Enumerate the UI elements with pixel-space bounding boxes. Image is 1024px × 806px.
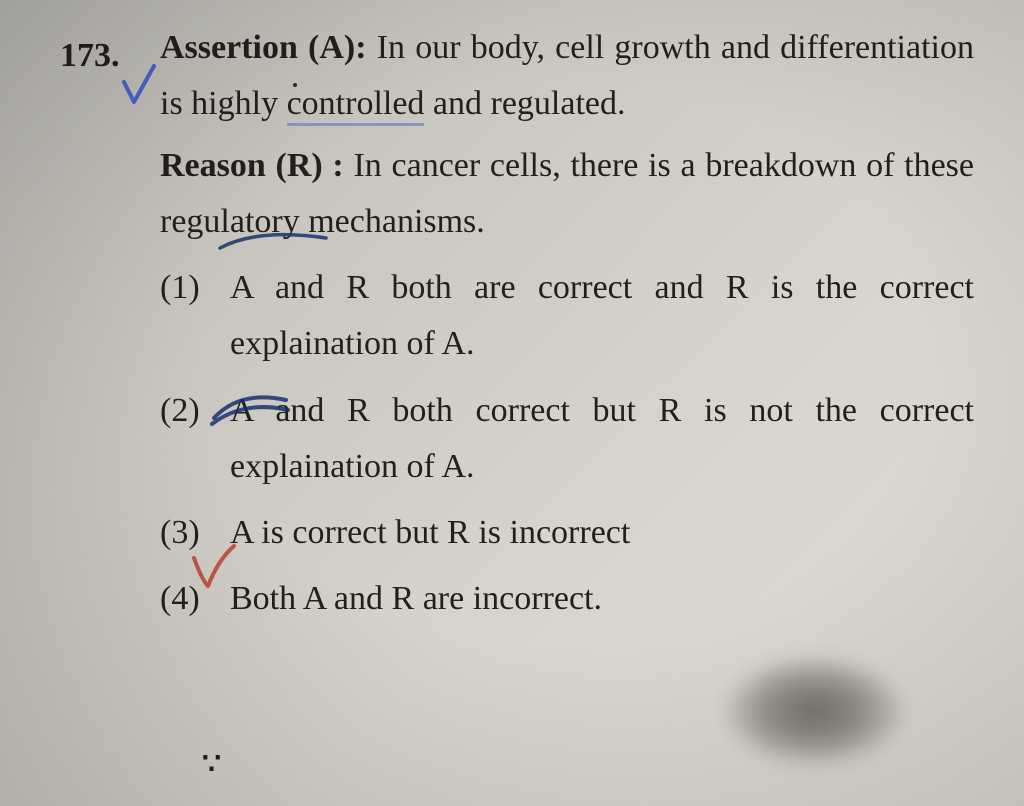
question-number: 173. bbox=[60, 28, 120, 84]
question-page: 173. Assertion (A): In our body, cell gr… bbox=[60, 20, 974, 786]
assertion-paragraph: Assertion (A): In our body, cell growth … bbox=[160, 20, 974, 132]
option-text: A and R both correct but R is not the co… bbox=[230, 383, 974, 495]
reason-label: Reason (R) : bbox=[160, 147, 344, 184]
option-row: (4) Both A and R are incorrect. bbox=[160, 571, 974, 627]
pen-tick-icon bbox=[120, 60, 160, 120]
option-number: (1) bbox=[160, 260, 230, 316]
assertion-text-2: and regulated. bbox=[424, 85, 625, 122]
option-text: A is correct but R is incorrect bbox=[230, 505, 974, 561]
margin-dots-icon: ∵ bbox=[202, 740, 221, 790]
option-row: (2) A and R both correct but R is not th… bbox=[160, 383, 974, 495]
option-number: (4) bbox=[160, 571, 230, 627]
option-text: A and R both are correct and R is the co… bbox=[230, 260, 974, 372]
reason-paragraph: Reason (R) : In cancer cells, there is a… bbox=[160, 138, 974, 250]
option-number: (3) bbox=[160, 505, 230, 561]
assertion-underlined-word: controlled bbox=[287, 85, 425, 126]
option-text: Both A and R are incorrect. bbox=[230, 571, 974, 627]
option-row: (1) A and R both are correct and R is th… bbox=[160, 260, 974, 372]
question-body: Assertion (A): In our body, cell growth … bbox=[160, 20, 974, 627]
option-row: (3) A is correct but R is incorrect bbox=[160, 505, 974, 561]
option-number: (2) bbox=[160, 383, 230, 439]
assertion-label: Assertion (A): bbox=[160, 29, 367, 66]
